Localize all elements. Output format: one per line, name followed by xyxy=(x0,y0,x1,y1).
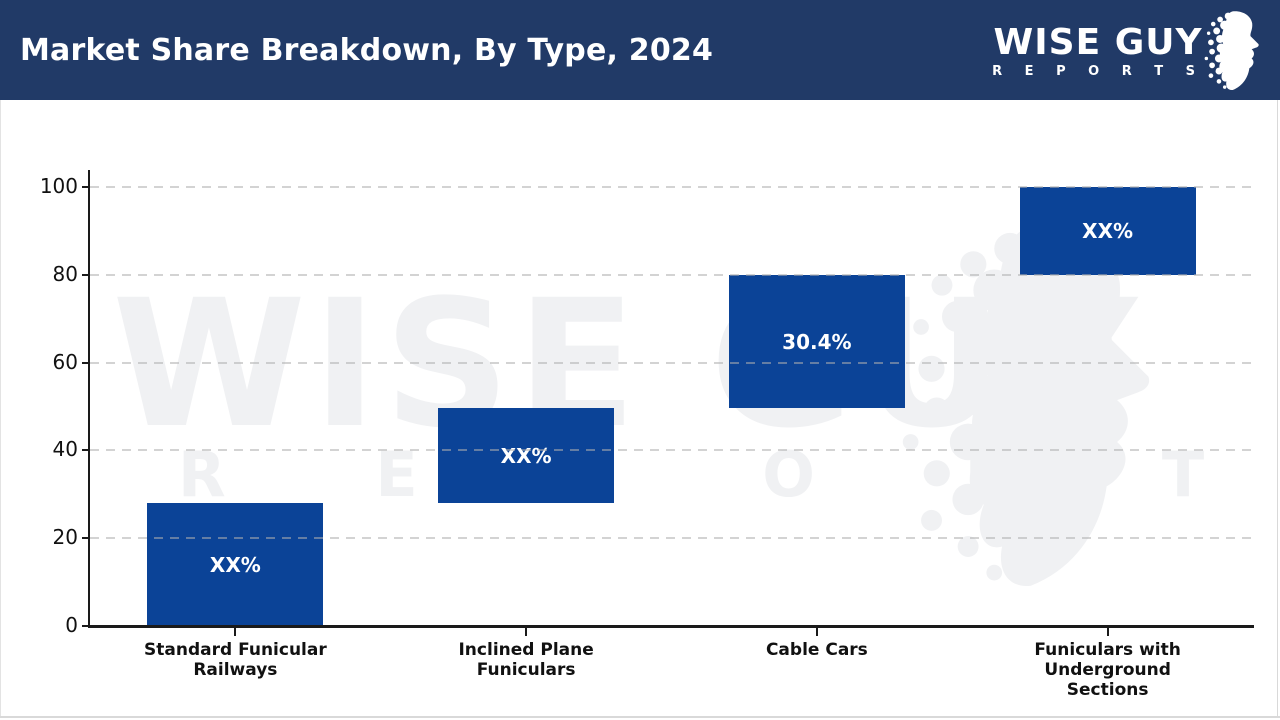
x-tick-mark xyxy=(525,628,528,636)
y-tick-mark xyxy=(82,625,90,627)
y-tick-label: 60 xyxy=(52,349,78,374)
page-title: Market Share Breakdown, By Type, 2024 xyxy=(20,32,714,68)
x-tick-mark xyxy=(1106,628,1109,636)
gridline-100 xyxy=(90,186,1253,188)
bottom-divider xyxy=(0,716,1280,718)
x-category-label-inclined-plane: Inclined Plane Funiculars xyxy=(458,640,594,680)
gridline-80 xyxy=(90,273,1253,276)
y-tick-label: 0 xyxy=(65,613,78,637)
x-category-label-standard-funicular: Standard Funicular Railways xyxy=(144,640,327,680)
y-tick-mark xyxy=(82,361,90,364)
y-tick-mark xyxy=(82,186,90,188)
bar-value-label: XX% xyxy=(209,552,261,577)
bar-cable-cars: 30.4% xyxy=(728,274,905,409)
y-axis-line xyxy=(88,170,90,627)
bar-value-label: XX% xyxy=(500,443,552,468)
header-bar: Market Share Breakdown, By Type, 2024 WI… xyxy=(0,0,1280,100)
logo-reports-text: R E P O R T S xyxy=(992,64,1204,79)
y-tick-label: 40 xyxy=(52,437,78,462)
bar-standard-funicular-railways: XX% xyxy=(147,503,324,626)
logo-dotted-face-icon xyxy=(1204,11,1259,91)
x-category-label-cable-cars: Cable Cars xyxy=(765,640,868,660)
gridline-40 xyxy=(90,449,1253,452)
y-tick-label: 20 xyxy=(52,525,78,550)
bar-value-label: 30.4% xyxy=(782,329,852,354)
y-tick-mark xyxy=(82,449,90,452)
x-tick-mark xyxy=(234,628,237,636)
y-tick-mark xyxy=(82,537,90,540)
y-tick-label: 100 xyxy=(39,174,78,198)
gridline-20 xyxy=(90,537,1253,540)
y-tick-label: 80 xyxy=(52,261,78,286)
x-tick-mark xyxy=(815,628,818,636)
bar-value-label: XX% xyxy=(1082,218,1134,243)
bar-funiculars-with-underground-sections: XX% xyxy=(1019,187,1196,275)
x-axis-line xyxy=(88,625,1254,628)
bar-inclined-plane-funiculars: XX% xyxy=(438,408,615,504)
logo-wordmark: WISE GUY xyxy=(993,22,1203,63)
y-tick-mark xyxy=(82,273,90,276)
wise-guy-reports-logo: WISE GUY R E P O R T S xyxy=(992,6,1266,96)
x-category-label-funiculars-with: Funiculars with Underground Sections xyxy=(1034,640,1181,700)
gridline-60 xyxy=(90,361,1253,364)
